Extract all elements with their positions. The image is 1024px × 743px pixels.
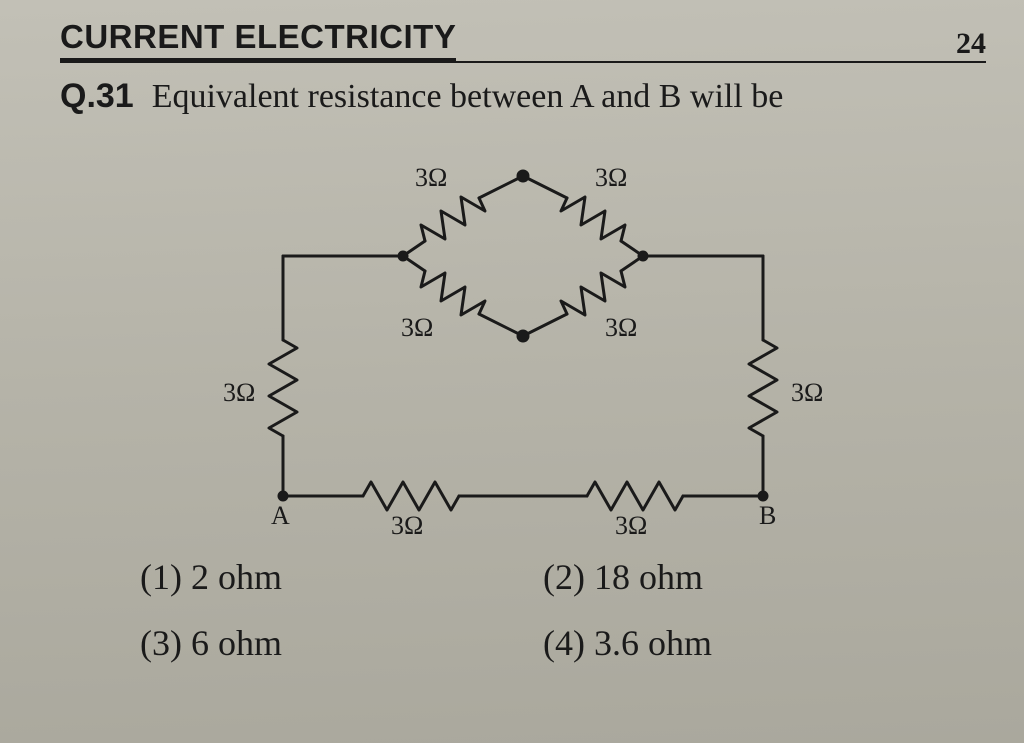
label-left-vert: 3Ω: [223, 378, 255, 407]
chapter-title: CURRENT ELECTRICITY: [60, 18, 456, 61]
question-number: Q.31: [60, 77, 134, 116]
node-b: B: [759, 501, 776, 530]
option-2[interactable]: (2) 18 ohm: [543, 556, 946, 598]
label-mid-right: 3Ω: [605, 313, 637, 342]
label-top-right: 3Ω: [595, 163, 627, 192]
circuit-diagram: 3Ω 3Ω 3Ω 3Ω 3Ω 3Ω 3Ω 3Ω A B: [60, 126, 986, 546]
option-4[interactable]: (4) 3.6 ohm: [543, 622, 946, 664]
option-3[interactable]: (3) 6 ohm: [140, 622, 543, 664]
label-bot-right: 3Ω: [615, 511, 647, 540]
question-row: Q.31 Equivalent resistance between A and…: [60, 77, 986, 116]
page: CURRENT ELECTRICITY 24 Q.31 Equivalent r…: [0, 0, 1024, 743]
circuit-svg: 3Ω 3Ω 3Ω 3Ω 3Ω 3Ω 3Ω 3Ω A B: [163, 126, 883, 546]
label-top-left: 3Ω: [415, 163, 447, 192]
node-a: A: [271, 501, 290, 530]
question-text: Equivalent resistance between A and B wi…: [152, 78, 784, 116]
page-number: 24: [956, 27, 986, 61]
label-bot-left: 3Ω: [391, 511, 423, 540]
title-row: CURRENT ELECTRICITY 24: [60, 18, 986, 61]
label-right-vert: 3Ω: [791, 378, 823, 407]
divider: [60, 61, 986, 63]
label-mid-left: 3Ω: [401, 313, 433, 342]
option-1[interactable]: (1) 2 ohm: [140, 556, 543, 598]
options-grid: (1) 2 ohm (2) 18 ohm (3) 6 ohm (4) 3.6 o…: [60, 556, 986, 664]
